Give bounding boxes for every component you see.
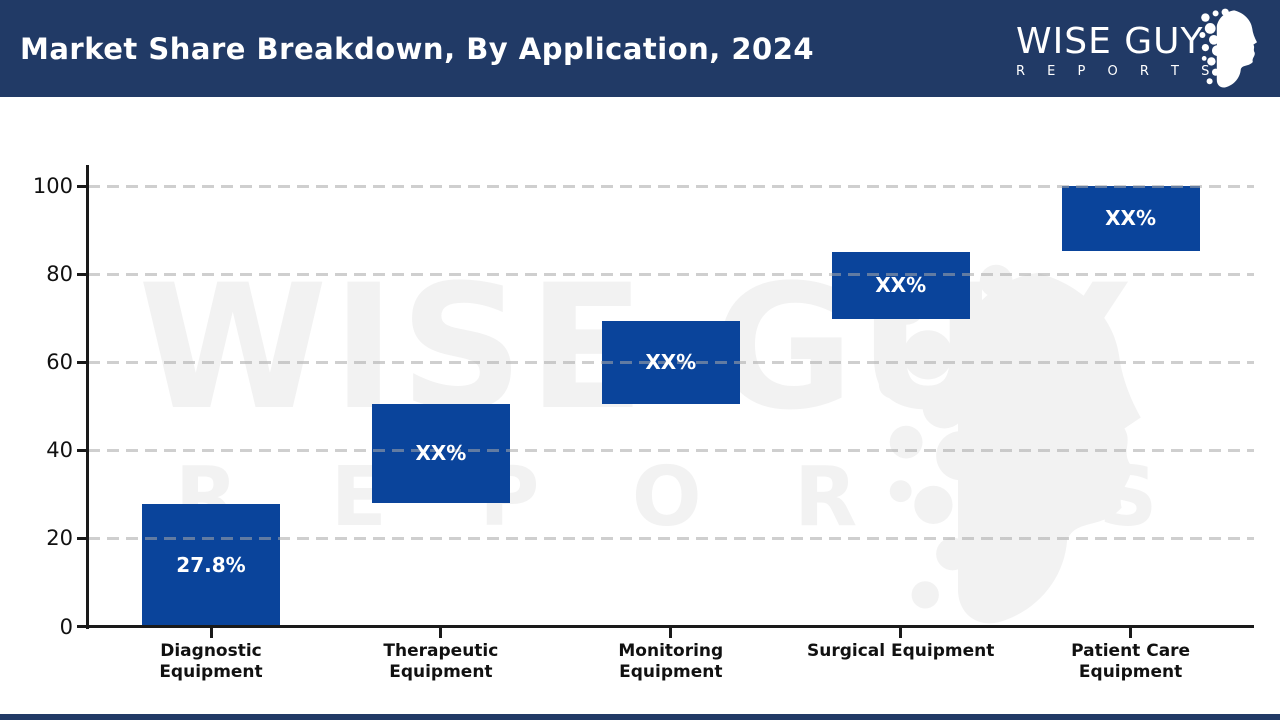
x-axis-category-label: Monitoring Equipment — [618, 641, 724, 682]
y-gridline — [88, 184, 1254, 188]
x-axis-category-label: Surgical Equipment — [807, 641, 995, 661]
footer-strip — [0, 714, 1280, 720]
bar-value-label: XX% — [875, 273, 927, 298]
x-tickmark — [439, 628, 443, 638]
y-tickmark — [77, 448, 87, 452]
bar-segment — [142, 504, 280, 627]
watermark-reports-text: R E P O R T S — [175, 450, 1190, 545]
logo-reports-text: R E P O R T S — [1016, 64, 1219, 79]
bar-value-label: XX% — [645, 350, 697, 375]
wise-guy-reports-logo: WISE GUY R E P O R T S — [1016, 6, 1266, 94]
y-axis-tick-label: 100 — [32, 174, 73, 198]
y-gridline — [88, 536, 1254, 540]
logo-text: WISE GUY R E P O R T S — [1016, 21, 1219, 80]
bar-value-label: XX% — [1105, 206, 1157, 231]
logo-wordmark: WISE GUY — [1016, 21, 1204, 62]
chart-title: Market Share Breakdown, By Application, … — [20, 31, 815, 66]
bar-segment — [1061, 186, 1200, 251]
y-gridline — [88, 360, 1254, 364]
bar-segment — [371, 404, 510, 503]
y-tickmark — [77, 184, 87, 188]
x-tickmark — [669, 628, 673, 638]
y-tickmark — [77, 536, 87, 540]
x-axis-category-label: Diagnostic Equipment — [159, 641, 263, 682]
y-gridline — [88, 272, 1254, 276]
x-axis-line — [85, 625, 1254, 628]
x-axis-category-label: Therapeutic Equipment — [383, 641, 499, 682]
bar-value-label: XX% — [415, 441, 467, 466]
y-axis-tick-label: 20 — [46, 526, 73, 551]
bar-value-label: 27.8% — [176, 553, 246, 578]
x-axis-category-label: Patient Care Equipment — [1071, 641, 1191, 682]
y-axis-tick-label: 80 — [46, 262, 73, 287]
y-tickmark — [77, 360, 87, 364]
header-banner: Market Share Breakdown, By Application, … — [0, 0, 1280, 97]
x-tickmark — [899, 628, 903, 638]
y-tickmark — [77, 272, 87, 276]
y-axis-tick-label: 60 — [46, 350, 73, 375]
y-gridline — [88, 448, 1254, 452]
logo-head-icon — [1194, 8, 1266, 92]
y-tickmark — [77, 625, 87, 628]
x-tickmark — [209, 628, 213, 638]
watermark-head-icon — [858, 262, 1178, 644]
y-axis-tick-label: 0 — [59, 614, 73, 639]
x-tickmark — [1129, 628, 1133, 638]
y-axis-line — [86, 165, 89, 629]
y-axis-tick-label: 40 — [46, 438, 73, 463]
